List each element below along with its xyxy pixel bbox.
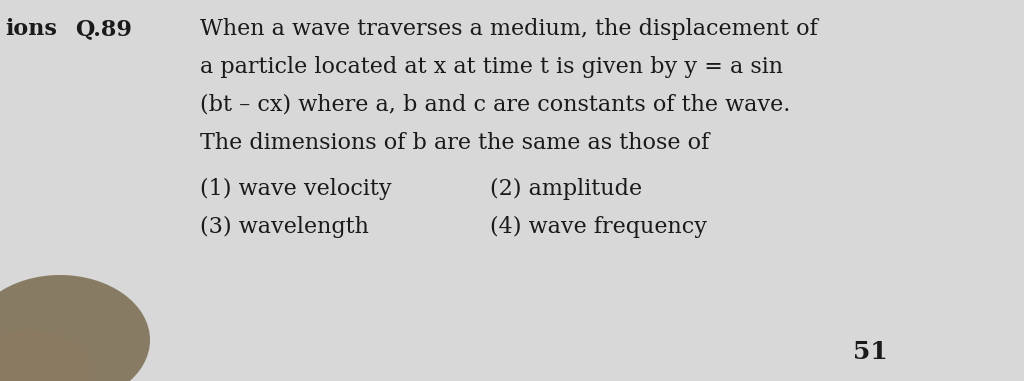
Text: The dimensions of b are the same as those of: The dimensions of b are the same as thos… [200,132,710,154]
Text: a particle located at x at time t is given by y = a sin: a particle located at x at time t is giv… [200,56,783,78]
Text: (2) amplitude: (2) amplitude [490,178,642,200]
Text: (3) wavelength: (3) wavelength [200,216,369,238]
Text: (bt – cx) where a, b and c are constants of the wave.: (bt – cx) where a, b and c are constants… [200,94,791,116]
Ellipse shape [0,330,90,381]
Text: When a wave traverses a medium, the displacement of: When a wave traverses a medium, the disp… [200,18,818,40]
Ellipse shape [0,275,150,381]
Text: Q.89: Q.89 [75,18,132,40]
Text: (1) wave velocity: (1) wave velocity [200,178,391,200]
Text: (4) wave frequency: (4) wave frequency [490,216,707,238]
Text: ions: ions [5,18,57,40]
Text: 51: 51 [853,340,888,364]
